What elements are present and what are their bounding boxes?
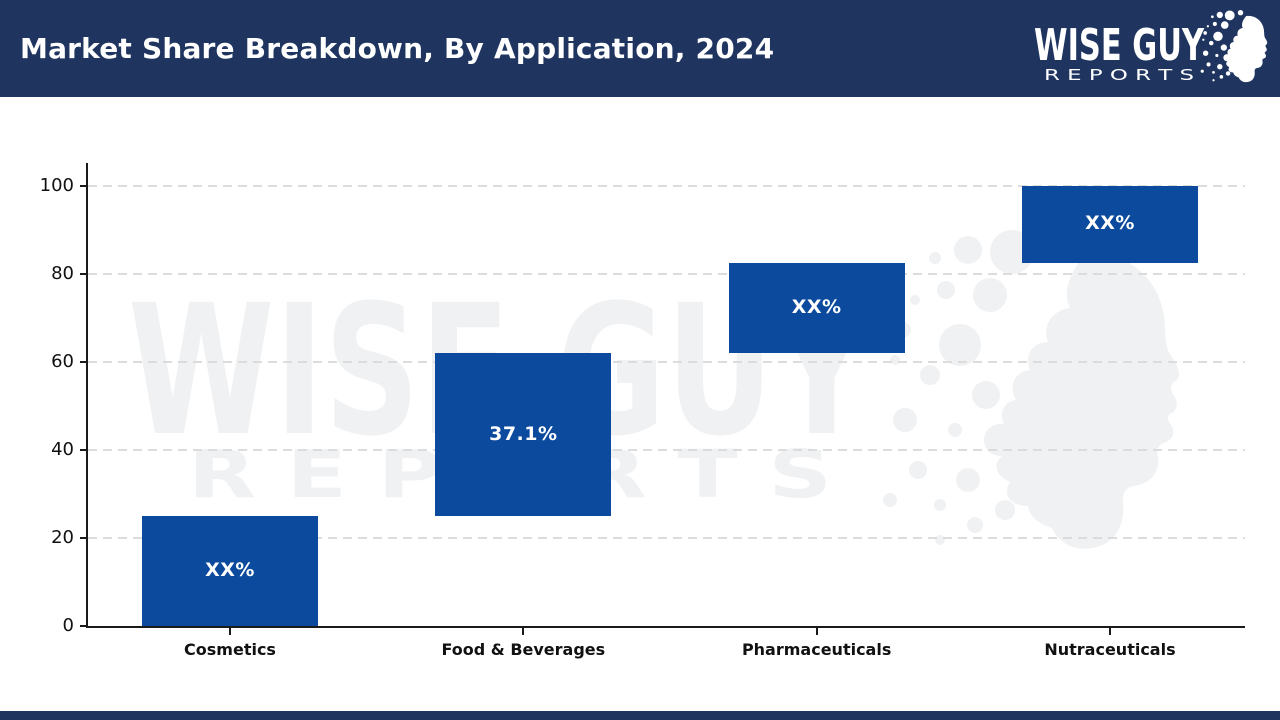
y-tick-label: 20 xyxy=(51,527,74,548)
y-tick-mark xyxy=(80,449,88,451)
bar-value-label: 37.1% xyxy=(489,422,558,445)
y-tick-mark xyxy=(80,625,88,627)
x-tick-mark xyxy=(815,628,818,635)
bar-cosmetics xyxy=(142,516,318,626)
bar-food-beverages xyxy=(435,353,612,517)
chart-title: Market Share Breakdown, By Application, … xyxy=(20,32,775,65)
y-tick-label: 0 xyxy=(62,615,74,636)
y-tick-mark xyxy=(80,361,88,363)
gridline-80 xyxy=(88,273,1245,275)
gridline-100 xyxy=(88,185,1245,187)
x-tick-mark xyxy=(229,628,231,635)
y-tick-label: 60 xyxy=(51,351,74,372)
y-tick-mark xyxy=(80,185,88,187)
y-tick-mark xyxy=(80,537,88,539)
y-tick-label: 80 xyxy=(51,263,74,284)
x-axis-line xyxy=(86,626,1245,628)
bar-value-label: XX% xyxy=(791,295,842,318)
category-label-4: Nutraceuticals xyxy=(1044,640,1176,659)
bar-nutraceuticals xyxy=(1021,186,1198,263)
logo-subtext: R E P O R T S xyxy=(1044,66,1194,84)
category-label-2: Food & Beverages xyxy=(441,640,606,659)
plot-area: 0 20 40 60 80 100 XX% Cosmetics 37.1% Food & Beve… xyxy=(0,97,1280,711)
footer-bar xyxy=(0,711,1280,720)
category-label-1: Cosmetics xyxy=(184,640,276,659)
gridline-60 xyxy=(88,361,1245,363)
bar-value-label: XX% xyxy=(205,559,255,582)
x-tick-mark xyxy=(1108,628,1111,635)
header-bar: Market Share Breakdown, By Application, … xyxy=(0,0,1280,97)
y-tick-label: 100 xyxy=(39,175,74,196)
y-tick-label: 40 xyxy=(51,439,74,460)
logo-wordmark: WISE GUY xyxy=(1034,20,1205,71)
y-tick-mark xyxy=(80,273,88,275)
gridline-40 xyxy=(88,449,1245,451)
bar-value-label: XX% xyxy=(1085,212,1135,235)
gridline-20 xyxy=(88,537,1245,539)
logo-face-icon xyxy=(1200,10,1268,83)
chart-area: WISE GUY R E P O R T S 020406080100XX%Co… xyxy=(0,97,1280,711)
x-tick-mark xyxy=(522,628,525,635)
category-label-3: Pharmaceuticals xyxy=(741,640,892,659)
bar-pharmaceuticals xyxy=(728,262,905,354)
brand-logo: WISE GUY R E P O R T S xyxy=(1034,10,1268,84)
y-axis-line xyxy=(86,163,88,628)
